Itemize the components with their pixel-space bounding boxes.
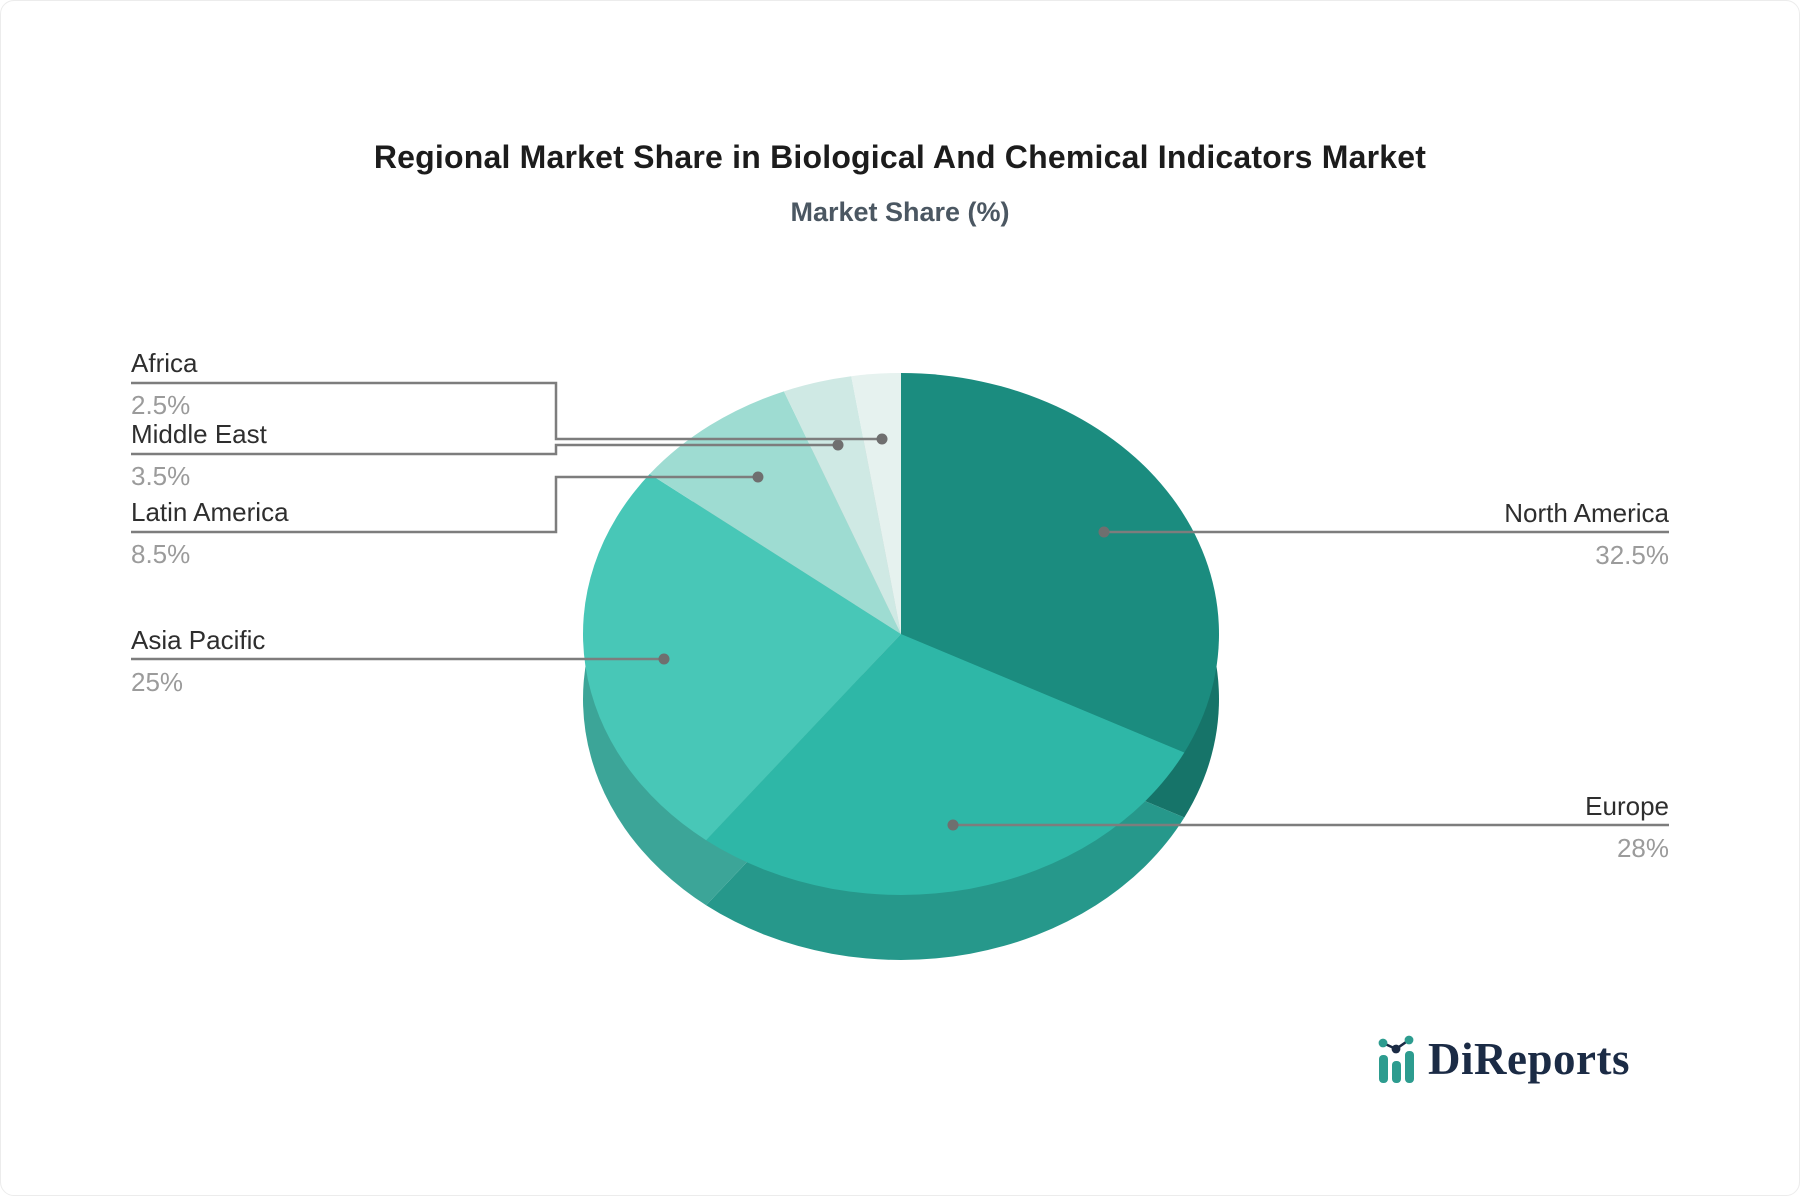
slice-label-value-middle-east: 3.5% [131, 461, 190, 491]
pie-slice-north-america [901, 373, 1219, 753]
leader-line-africa [131, 381, 882, 441]
slice-label-value-north-america: 32.5% [1595, 540, 1669, 570]
leader-dot-middle-east [832, 439, 844, 451]
slice-label-value-europe: 28% [1617, 833, 1669, 863]
leader-line-middle-east [131, 443, 838, 456]
slice-label-name-asia-pacific: Asia Pacific [131, 625, 265, 655]
slice-label-value-asia-pacific: 25% [131, 667, 183, 697]
direports-logo-icon [1378, 1035, 1414, 1083]
pie-slice-latin-america [649, 391, 901, 634]
chart-subtitle: Market Share (%) [790, 197, 1010, 227]
pie-slice-middle-east [783, 376, 901, 634]
slice-label-name-middle-east: Middle East [131, 419, 268, 449]
pie-slice-asia-pacific [583, 474, 901, 841]
slice-label-name-europe: Europe [1585, 791, 1669, 821]
leader-line-latin-america [131, 475, 758, 534]
leader-dot-africa [876, 433, 888, 445]
slice-label-value-africa: 2.5% [131, 390, 190, 420]
leader-dot-europe [947, 819, 959, 831]
slice-label-name-latin-america: Latin America [131, 497, 289, 527]
leader-dot-asia-pacific [658, 653, 670, 665]
slice-label-value-latin-america: 8.5% [131, 539, 190, 569]
brand-name: DiReports [1428, 1034, 1630, 1084]
slice-label-name-north-america: North America [1504, 498, 1669, 528]
pie-slice-europe [706, 634, 1185, 895]
slice-label-name-africa: Africa [131, 348, 198, 378]
leader-dot-latin-america [752, 471, 764, 483]
chart-title: Regional Market Share in Biological And … [373, 139, 1427, 175]
brand-logo: DiReports [1377, 1035, 1630, 1083]
leader-dot-north-america [1098, 526, 1110, 538]
